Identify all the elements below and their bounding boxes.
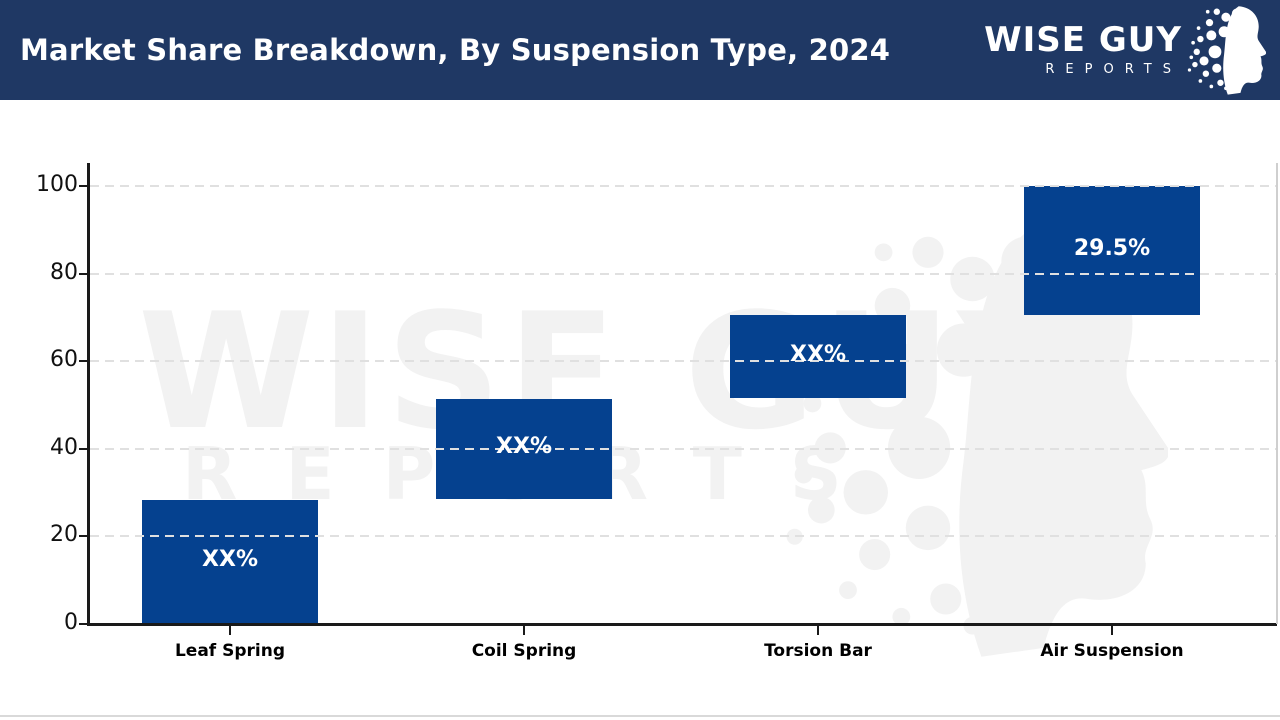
wiseguy-logo-text: WISE GUY REPORTS (984, 23, 1182, 77)
watermark-face-icon (768, 216, 1168, 662)
y-tick-mark (79, 360, 87, 363)
y-axis-line (87, 163, 90, 626)
y-tick-label: 100 (36, 172, 78, 197)
y-tick-label: 20 (50, 522, 78, 548)
chart-title: Market Share Breakdown, By Suspension Ty… (20, 33, 891, 67)
y-tick-mark (79, 535, 87, 538)
y-tick-mark (79, 447, 87, 450)
x-axis-label-leaf-spring: Leaf Spring (174, 641, 286, 661)
y-tick-label: 60 (50, 347, 78, 373)
x-axis-label-coil-spring: Coil Spring (471, 641, 577, 661)
logo-reports-label: REPORTS (1045, 62, 1182, 77)
x-tick-mark (523, 626, 525, 635)
header-bar: Market Share Breakdown, By Suspension Ty… (0, 0, 1280, 100)
right-spine (1276, 163, 1278, 624)
bar-value-label: XX% (202, 546, 258, 572)
wiseguy-logo: WISE GUY REPORTS (984, 4, 1266, 96)
bottom-border-line (0, 715, 1280, 717)
bar-leaf-spring (142, 499, 318, 624)
y-tick-label: 40 (50, 434, 78, 460)
x-tick-mark (229, 626, 231, 635)
y-tick-mark (79, 272, 87, 275)
wiseguy-face-icon (1184, 4, 1266, 96)
y-tick-mark (79, 623, 87, 625)
y-tick-label: 80 (50, 259, 78, 285)
gridline (90, 185, 1277, 187)
y-tick-label: 0 (64, 610, 78, 635)
logo-wiseguy-label: WISE GUY (984, 20, 1182, 60)
y-tick-mark (79, 185, 87, 187)
